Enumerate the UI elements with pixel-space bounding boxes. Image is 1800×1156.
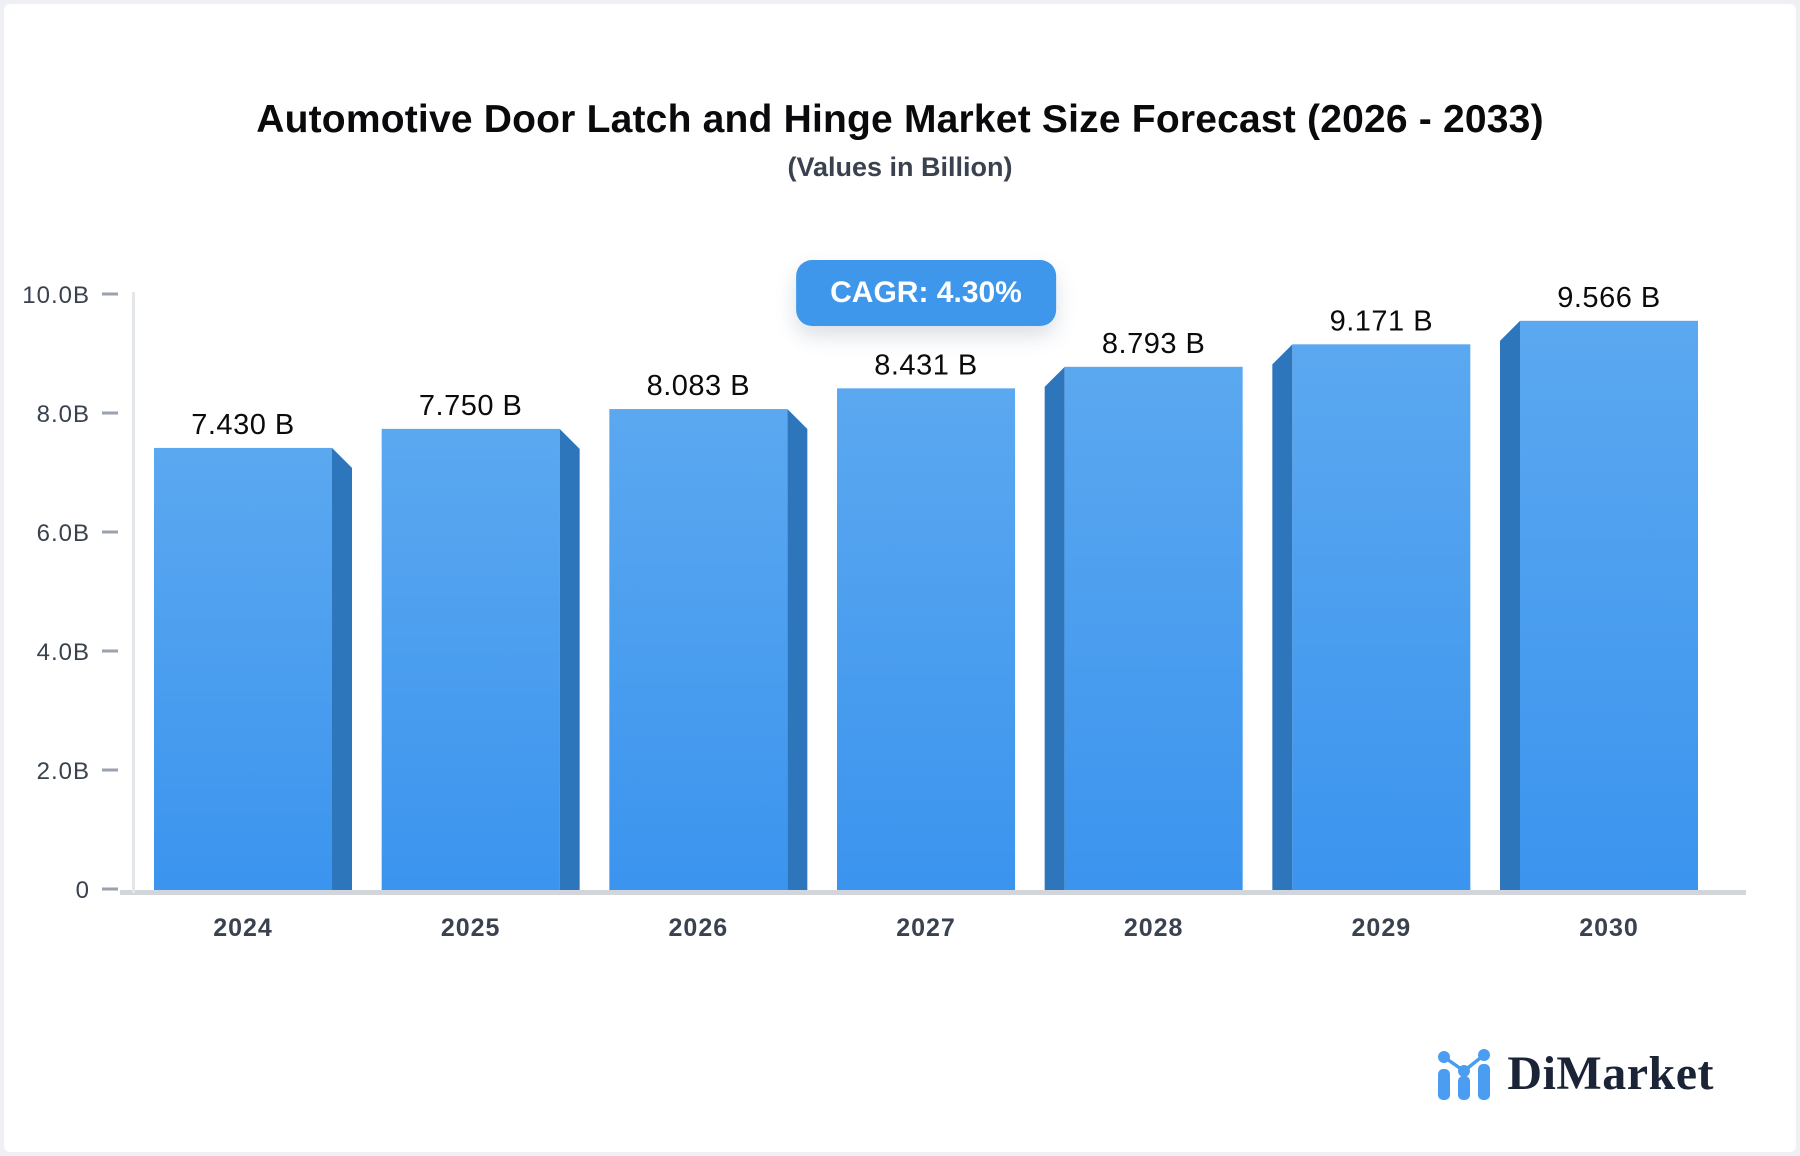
bar-value-label: 7.750 B (419, 390, 522, 422)
bar-2027[interactable]: 8.431 B 2027 (837, 349, 1016, 942)
y-axis-tick-label: 8.0B (37, 401, 90, 428)
bar-2029[interactable]: 9.171 B 2029 (1272, 305, 1471, 942)
bar-2025[interactable]: 7.750 B 2025 (381, 390, 580, 942)
bar-2024[interactable]: 7.430 B 2024 (154, 409, 352, 942)
x-axis-category-label: 2026 (669, 914, 729, 942)
x-axis-category-label: 2029 (1352, 914, 1412, 942)
bar-front-face (1064, 366, 1243, 890)
bar-front-face (609, 409, 788, 890)
chart-card: Automotive Door Latch and Hinge Market S… (4, 4, 1796, 1152)
bar-side-face (1500, 320, 1521, 890)
bar-chart: 0 2.0B 4.0B 6.0B 8.0B 10.0B 7.430 B 2024 7.750 B… (22, 282, 1746, 942)
y-axis-tick-label: 2.0B (37, 758, 90, 785)
bar-2026[interactable]: 8.083 B 2026 (609, 370, 808, 942)
bar-front-face (837, 388, 1016, 890)
bar-front-face (381, 428, 560, 890)
bar-value-label: 9.566 B (1557, 282, 1660, 314)
y-axis-tick-label: 4.0B (37, 639, 90, 666)
x-axis-category-label: 2027 (896, 914, 956, 942)
bar-value-label: 8.431 B (874, 349, 977, 381)
bar-front-face (1520, 320, 1699, 890)
bar-value-label: 7.430 B (191, 409, 294, 441)
bar-side-face (559, 428, 580, 890)
y-axis-tick-label: 0 (76, 877, 90, 904)
brand-logo: DiMarket (1435, 1044, 1714, 1102)
bar-2028[interactable]: 8.793 B 2028 (1044, 328, 1243, 942)
y-axis-tick-label: 6.0B (37, 520, 90, 547)
bar-front-face (1292, 344, 1471, 890)
bar-side-face (1272, 344, 1293, 890)
cagr-badge: CAGR: 4.30% (796, 260, 1056, 326)
bar-side-face (332, 447, 352, 890)
y-axis-line (132, 292, 135, 893)
bar-value-label: 8.793 B (1102, 328, 1205, 360)
bar-chart-logo-icon (1438, 1049, 1491, 1100)
x-axis-category-label: 2024 (213, 914, 273, 942)
x-axis-category-label: 2028 (1124, 914, 1184, 942)
x-axis-line (120, 890, 1746, 895)
y-axis-tick-label: 10.0B (22, 282, 90, 309)
x-axis-category-label: 2030 (1579, 914, 1639, 942)
brand-name: DiMarket (1507, 1046, 1714, 1100)
x-axis-category-label: 2025 (441, 914, 501, 942)
bar-value-label: 8.083 B (647, 370, 750, 402)
chart-subtitle: (Values in Billion) (787, 152, 1013, 182)
chart-title: Automotive Door Latch and Hinge Market S… (256, 98, 1544, 141)
bar-value-label: 9.171 B (1330, 305, 1433, 337)
bar-2030[interactable]: 9.566 B 2030 (1500, 282, 1699, 942)
bar-front-face (154, 447, 332, 890)
bar-side-face (1044, 366, 1065, 890)
bar-side-face (787, 409, 808, 890)
